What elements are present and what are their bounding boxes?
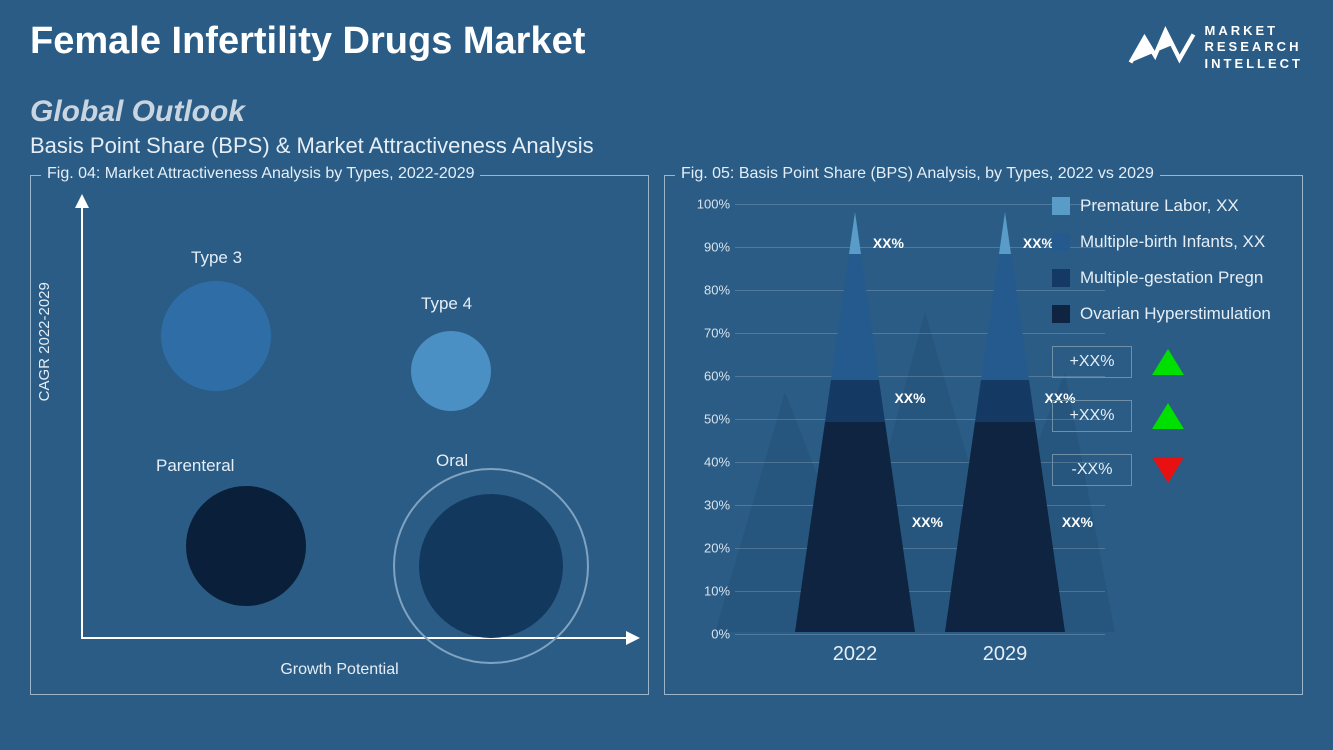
change-indicator: +XX% <box>1052 346 1312 378</box>
legend-label: Multiple-birth Infants, XX <box>1080 232 1265 252</box>
logo-line-2: RESEARCH <box>1205 39 1304 55</box>
cone-segment-label: XX% <box>873 235 904 251</box>
bubble-label: Parenteral <box>156 456 234 476</box>
change-badge: +XX% <box>1052 346 1132 378</box>
legend-item: Multiple-gestation Pregn <box>1052 268 1312 288</box>
grid-line <box>735 634 1105 635</box>
outlook-title: Global Outlook <box>30 95 1303 129</box>
fig04-title: Fig. 04: Market Attractiveness Analysis … <box>41 165 480 183</box>
grid-label: 70% <box>685 326 730 341</box>
change-indicator: -XX% <box>1052 454 1312 486</box>
cone-year-label: 2022 <box>833 643 878 666</box>
triangle-up-icon <box>1152 349 1184 375</box>
fig04-panel: Fig. 04: Market Attractiveness Analysis … <box>30 175 649 695</box>
cone-segment-label: XX% <box>1023 235 1054 251</box>
legend-swatch <box>1052 197 1070 215</box>
grid-label: 20% <box>685 541 730 556</box>
grid-label: 10% <box>685 584 730 599</box>
legend-swatch <box>1052 269 1070 287</box>
triangle-up-icon <box>1152 403 1184 429</box>
cone <box>945 212 1065 632</box>
cone <box>795 212 915 632</box>
grid-line <box>735 204 1105 205</box>
logo-line-3: INTELLECT <box>1205 56 1304 72</box>
y-axis-label: CAGR 2022-2029 <box>36 282 53 401</box>
legend: Premature Labor, XX Multiple-birth Infant… <box>1052 196 1312 486</box>
triangle-down-icon <box>1152 457 1184 483</box>
grid-label: 90% <box>685 240 730 255</box>
change-badge: -XX% <box>1052 454 1132 486</box>
bubble <box>411 331 491 411</box>
grid-label: 80% <box>685 283 730 298</box>
bubble-label: Type 3 <box>191 248 242 268</box>
bubble-plot-area: Type 3 Type 4 Parenteral Oral <box>71 206 633 654</box>
bubble <box>419 494 563 638</box>
grid-label: 60% <box>685 369 730 384</box>
legend-label: Multiple-gestation Pregn <box>1080 268 1263 288</box>
logo-mark-icon <box>1127 20 1197 75</box>
bubble-label: Type 4 <box>421 294 472 314</box>
brand-logo: MARKET RESEARCH INTELLECT <box>1127 20 1304 75</box>
x-axis-label: Growth Potential <box>31 661 648 679</box>
fig05-panel: Fig. 05: Basis Point Share (BPS) Analysi… <box>664 175 1303 695</box>
bubble <box>161 281 271 391</box>
logo-text: MARKET RESEARCH INTELLECT <box>1205 23 1304 72</box>
cone-plot-area: 0% 10% 20% 30% 40% 50% 60% 70% 80% 90% 100% XX% XX% X… <box>685 196 1105 674</box>
legend-item: Premature Labor, XX <box>1052 196 1312 216</box>
cone-segment-label: XX% <box>1062 514 1093 530</box>
legend-label: Premature Labor, XX <box>1080 196 1239 216</box>
legend-swatch <box>1052 233 1070 251</box>
change-badge: +XX% <box>1052 400 1132 432</box>
grid-label: 30% <box>685 498 730 513</box>
logo-line-1: MARKET <box>1205 23 1304 39</box>
legend-label: Ovarian Hyperstimulation <box>1080 304 1271 324</box>
legend-item: Ovarian Hyperstimulation <box>1052 304 1312 324</box>
legend-swatch <box>1052 305 1070 323</box>
subtitle: Basis Point Share (BPS) & Market Attract… <box>30 133 1303 159</box>
fig05-title: Fig. 05: Basis Point Share (BPS) Analysi… <box>675 165 1160 183</box>
grid-label: 40% <box>685 455 730 470</box>
grid-label: 50% <box>685 412 730 427</box>
grid-label: 100% <box>685 197 730 212</box>
cone-segment-label: XX% <box>894 390 925 406</box>
cone-segment-label: XX% <box>912 514 943 530</box>
legend-item: Multiple-birth Infants, XX <box>1052 232 1312 252</box>
bubble-label: Oral <box>436 451 468 471</box>
cone-year-label: 2029 <box>983 643 1028 666</box>
sub-header: Global Outlook Basis Point Share (BPS) &… <box>0 85 1333 167</box>
page-title: Female Infertility Drugs Market <box>30 20 585 63</box>
change-indicator: +XX% <box>1052 400 1312 432</box>
header: Female Infertility Drugs Market MARKET R… <box>0 0 1333 85</box>
grid-label: 0% <box>685 627 730 642</box>
charts-row: Fig. 04: Market Attractiveness Analysis … <box>0 167 1333 715</box>
bubble <box>186 486 306 606</box>
